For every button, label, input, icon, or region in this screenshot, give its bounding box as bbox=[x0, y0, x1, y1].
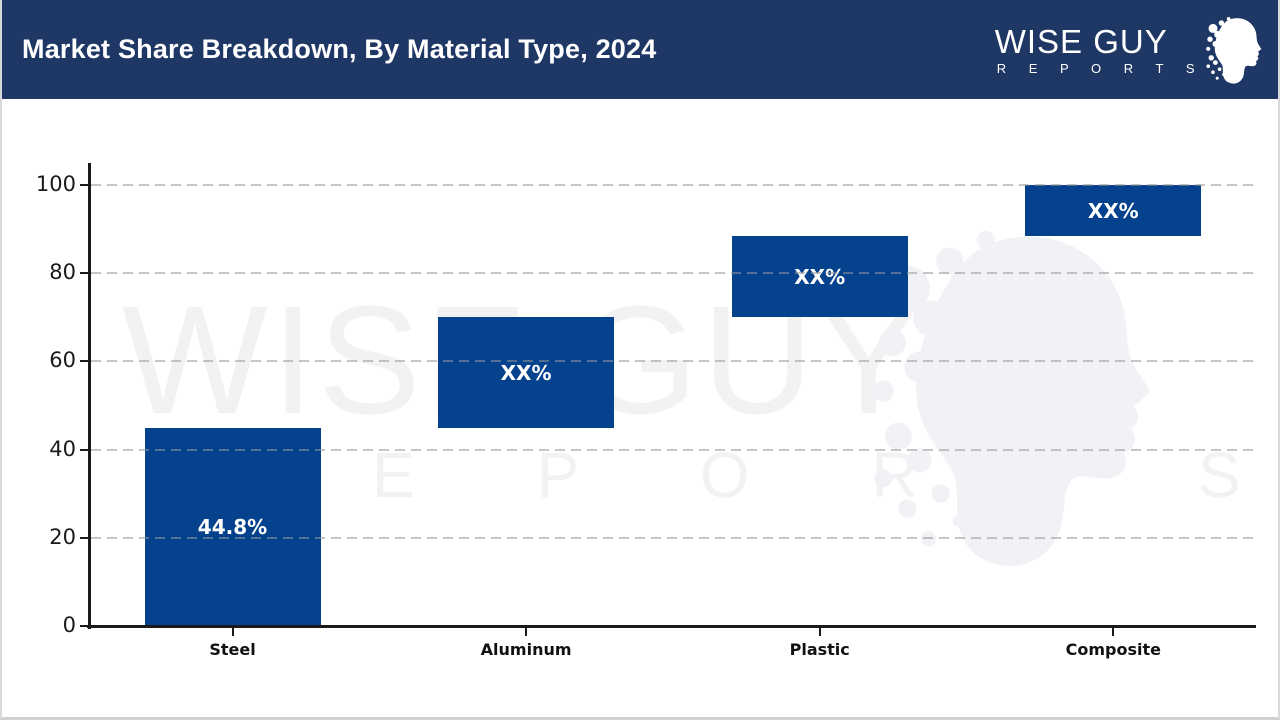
x-tick-mark-composite bbox=[1112, 628, 1115, 636]
bar-value-label-aluminum: XX% bbox=[500, 360, 552, 385]
y-axis-spine bbox=[88, 163, 91, 629]
brand-logo: WISE GUY R E P O R T S bbox=[995, 15, 1264, 85]
y-tick-mark-60 bbox=[80, 360, 89, 363]
y-tick-label-20: 20 bbox=[49, 524, 76, 549]
brand-subname: R E P O R T S bbox=[996, 60, 1204, 76]
y-tick-mark-100 bbox=[80, 184, 89, 186]
y-tick-mark-20 bbox=[80, 536, 89, 539]
x-axis-spine bbox=[87, 625, 1256, 628]
bar-value-label-composite: XX% bbox=[1087, 198, 1139, 223]
y-tick-label-80: 80 bbox=[49, 260, 76, 285]
x-category-label-steel: Steel bbox=[209, 640, 256, 659]
bar-value-label-plastic: XX% bbox=[794, 264, 846, 289]
gridline-y-40 bbox=[91, 448, 1255, 451]
x-tick-mark-aluminum bbox=[525, 628, 528, 636]
y-tick-label-0: 0 bbox=[62, 613, 76, 637]
x-category-label-aluminum: Aluminum bbox=[480, 640, 572, 659]
gridline-y-20 bbox=[91, 536, 1255, 539]
header-bar: Market Share Breakdown, By Material Type… bbox=[2, 0, 1278, 99]
x-tick-mark-steel bbox=[231, 628, 234, 636]
x-category-label-composite: Composite bbox=[1065, 640, 1161, 659]
bar-steel: 44.8% bbox=[144, 428, 321, 626]
y-tick-mark-80 bbox=[80, 272, 89, 275]
y-tick-label-60: 60 bbox=[49, 348, 76, 373]
bar-aluminum: XX% bbox=[438, 317, 615, 429]
x-tick-mark-plastic bbox=[818, 628, 821, 636]
chart-area: 0 20 40 60 80 100 44.8% Steel XX% Aluminum XX% Plas… bbox=[2, 99, 1278, 717]
gridline-y-60 bbox=[91, 360, 1255, 363]
gridline-y-80 bbox=[91, 272, 1255, 275]
gridline-y-100 bbox=[91, 184, 1255, 186]
x-category-label-plastic: Plastic bbox=[789, 640, 850, 659]
bar-value-label-steel: 44.8% bbox=[197, 515, 268, 540]
brand-name: WISE GUY bbox=[994, 22, 1168, 60]
y-tick-mark-0 bbox=[80, 625, 89, 627]
y-tick-label-40: 40 bbox=[49, 436, 76, 461]
brand-head-icon bbox=[1206, 16, 1262, 84]
brand-logo-text: WISE GUY R E P O R T S bbox=[995, 25, 1204, 75]
y-tick-label-100: 100 bbox=[35, 172, 76, 196]
chart-title: Market Share Breakdown, By Material Type… bbox=[22, 34, 657, 64]
y-tick-mark-40 bbox=[80, 448, 89, 451]
bar-plastic: XX% bbox=[731, 236, 908, 318]
bar-composite: XX% bbox=[1025, 185, 1202, 237]
